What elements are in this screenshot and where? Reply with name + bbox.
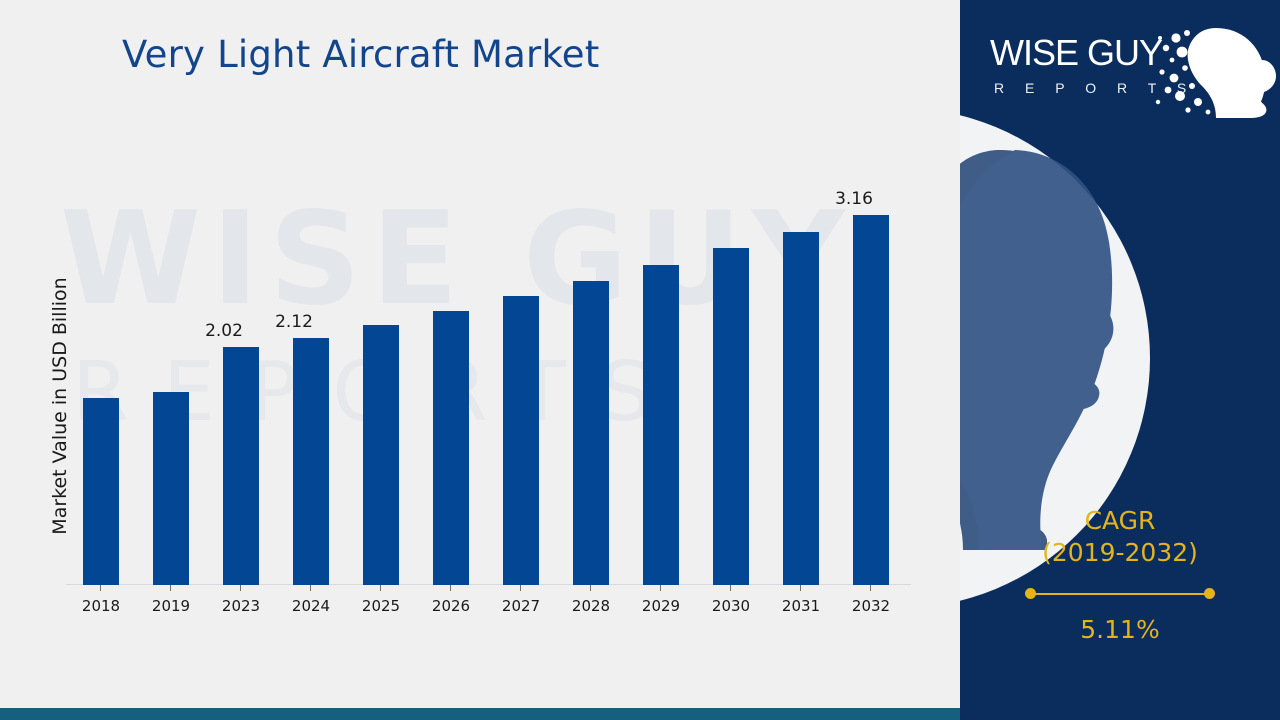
bar-value-label-2024: 2.12 xyxy=(275,312,313,332)
divider-line xyxy=(1033,593,1207,595)
bar-group-2032: 3.16 2032 xyxy=(835,130,906,615)
bar-value-label-2023: 2.02 xyxy=(205,321,243,341)
bar-group-2028: 2028 xyxy=(556,130,626,615)
x-axis-baseline xyxy=(66,584,911,585)
bar-2031[interactable] xyxy=(783,232,819,585)
x-axis-tick-2030 xyxy=(730,585,731,591)
bar-2018[interactable] xyxy=(83,398,119,585)
x-axis-tick-label-2026: 2026 xyxy=(431,597,471,615)
bar-2024[interactable] xyxy=(293,338,329,585)
x-axis-tick-label-2024: 2024 xyxy=(291,597,331,615)
x-axis-tick-2031 xyxy=(800,585,801,591)
page-title: Very Light Aircraft Market xyxy=(122,33,600,76)
x-axis-tick-label-2032: 2032 xyxy=(851,597,891,615)
x-axis-tick-2024 xyxy=(310,585,311,591)
x-axis-tick-2028 xyxy=(590,585,591,591)
bar-2019[interactable] xyxy=(153,392,189,585)
x-axis-tick-2026 xyxy=(450,585,451,591)
x-axis-tick-label-2028: 2028 xyxy=(571,597,611,615)
bar-2029[interactable] xyxy=(643,265,679,585)
bar-group-2019: 2019 xyxy=(136,130,206,615)
x-axis-tick-label-2019: 2019 xyxy=(151,597,191,615)
x-axis-tick-label-2031: 2031 xyxy=(781,597,821,615)
x-axis-tick-label-2025: 2025 xyxy=(361,597,401,615)
bar-2025[interactable] xyxy=(363,325,399,585)
bar-chart-plot: 2018 2019 2.02 2023 2.12 2024 2025 2026 2027 2028… xyxy=(66,130,926,615)
divider-dot-right xyxy=(1204,588,1215,599)
x-axis-tick-label-2030: 2030 xyxy=(711,597,751,615)
bar-2030[interactable] xyxy=(713,248,749,585)
x-axis-tick-2018 xyxy=(100,585,101,591)
x-axis-tick-2027 xyxy=(520,585,521,591)
x-axis-tick-2025 xyxy=(380,585,381,591)
cagr-value: 5.11% xyxy=(1080,615,1160,644)
head-silhouette-icon xyxy=(960,150,1114,550)
bar-2032[interactable] xyxy=(853,215,889,585)
x-axis-tick-2023 xyxy=(240,585,241,591)
bar-value-label-2032: 3.16 xyxy=(835,189,873,209)
bar-group-2023: 2.02 2023 xyxy=(205,130,276,615)
bar-group-2025: 2025 xyxy=(346,130,416,615)
logo[interactable]: WISE GUY R E P O R T S xyxy=(984,28,1276,118)
brand-panel: WISE GUY R E P O R T S xyxy=(960,0,1280,720)
x-axis-tick-2029 xyxy=(660,585,661,591)
bar-group-2030: 2030 xyxy=(696,130,766,615)
cagr-label-text: CAGR xyxy=(1084,506,1156,535)
x-axis-tick-label-2023: 2023 xyxy=(221,597,261,615)
bar-2027[interactable] xyxy=(503,296,539,585)
divider-dot-left xyxy=(1025,588,1036,599)
x-axis-tick-label-2018: 2018 xyxy=(81,597,121,615)
cagr-label: CAGR (2019-2032) xyxy=(960,505,1280,569)
cagr-block: CAGR (2019-2032) 5.11% xyxy=(960,505,1280,644)
bar-group-2029: 2029 xyxy=(626,130,696,615)
x-axis-tick-label-2027: 2027 xyxy=(501,597,541,615)
bar-2026[interactable] xyxy=(433,311,469,585)
logo-text: WISE GUY xyxy=(990,32,1163,73)
divider xyxy=(1025,587,1215,601)
x-axis-tick-2019 xyxy=(170,585,171,591)
x-axis-tick-label-2029: 2029 xyxy=(641,597,681,615)
cagr-period: (2019-2032) xyxy=(1042,538,1198,567)
bar-2028[interactable] xyxy=(573,281,609,585)
bar-group-2031: 2031 xyxy=(766,130,836,615)
bar-group-2018: 2018 xyxy=(66,130,136,615)
bar-group-2026: 2026 xyxy=(416,130,486,615)
bar-group-2027: 2027 xyxy=(486,130,556,615)
dotted-head-silhouette-icon xyxy=(1155,28,1276,118)
bar-2023[interactable] xyxy=(223,347,259,585)
bottom-accent-strip xyxy=(0,708,960,720)
bar-group-2024: 2.12 2024 xyxy=(275,130,346,615)
x-axis-tick-2032 xyxy=(870,585,871,591)
logo-subtext: R E P O R T S xyxy=(994,80,1195,96)
